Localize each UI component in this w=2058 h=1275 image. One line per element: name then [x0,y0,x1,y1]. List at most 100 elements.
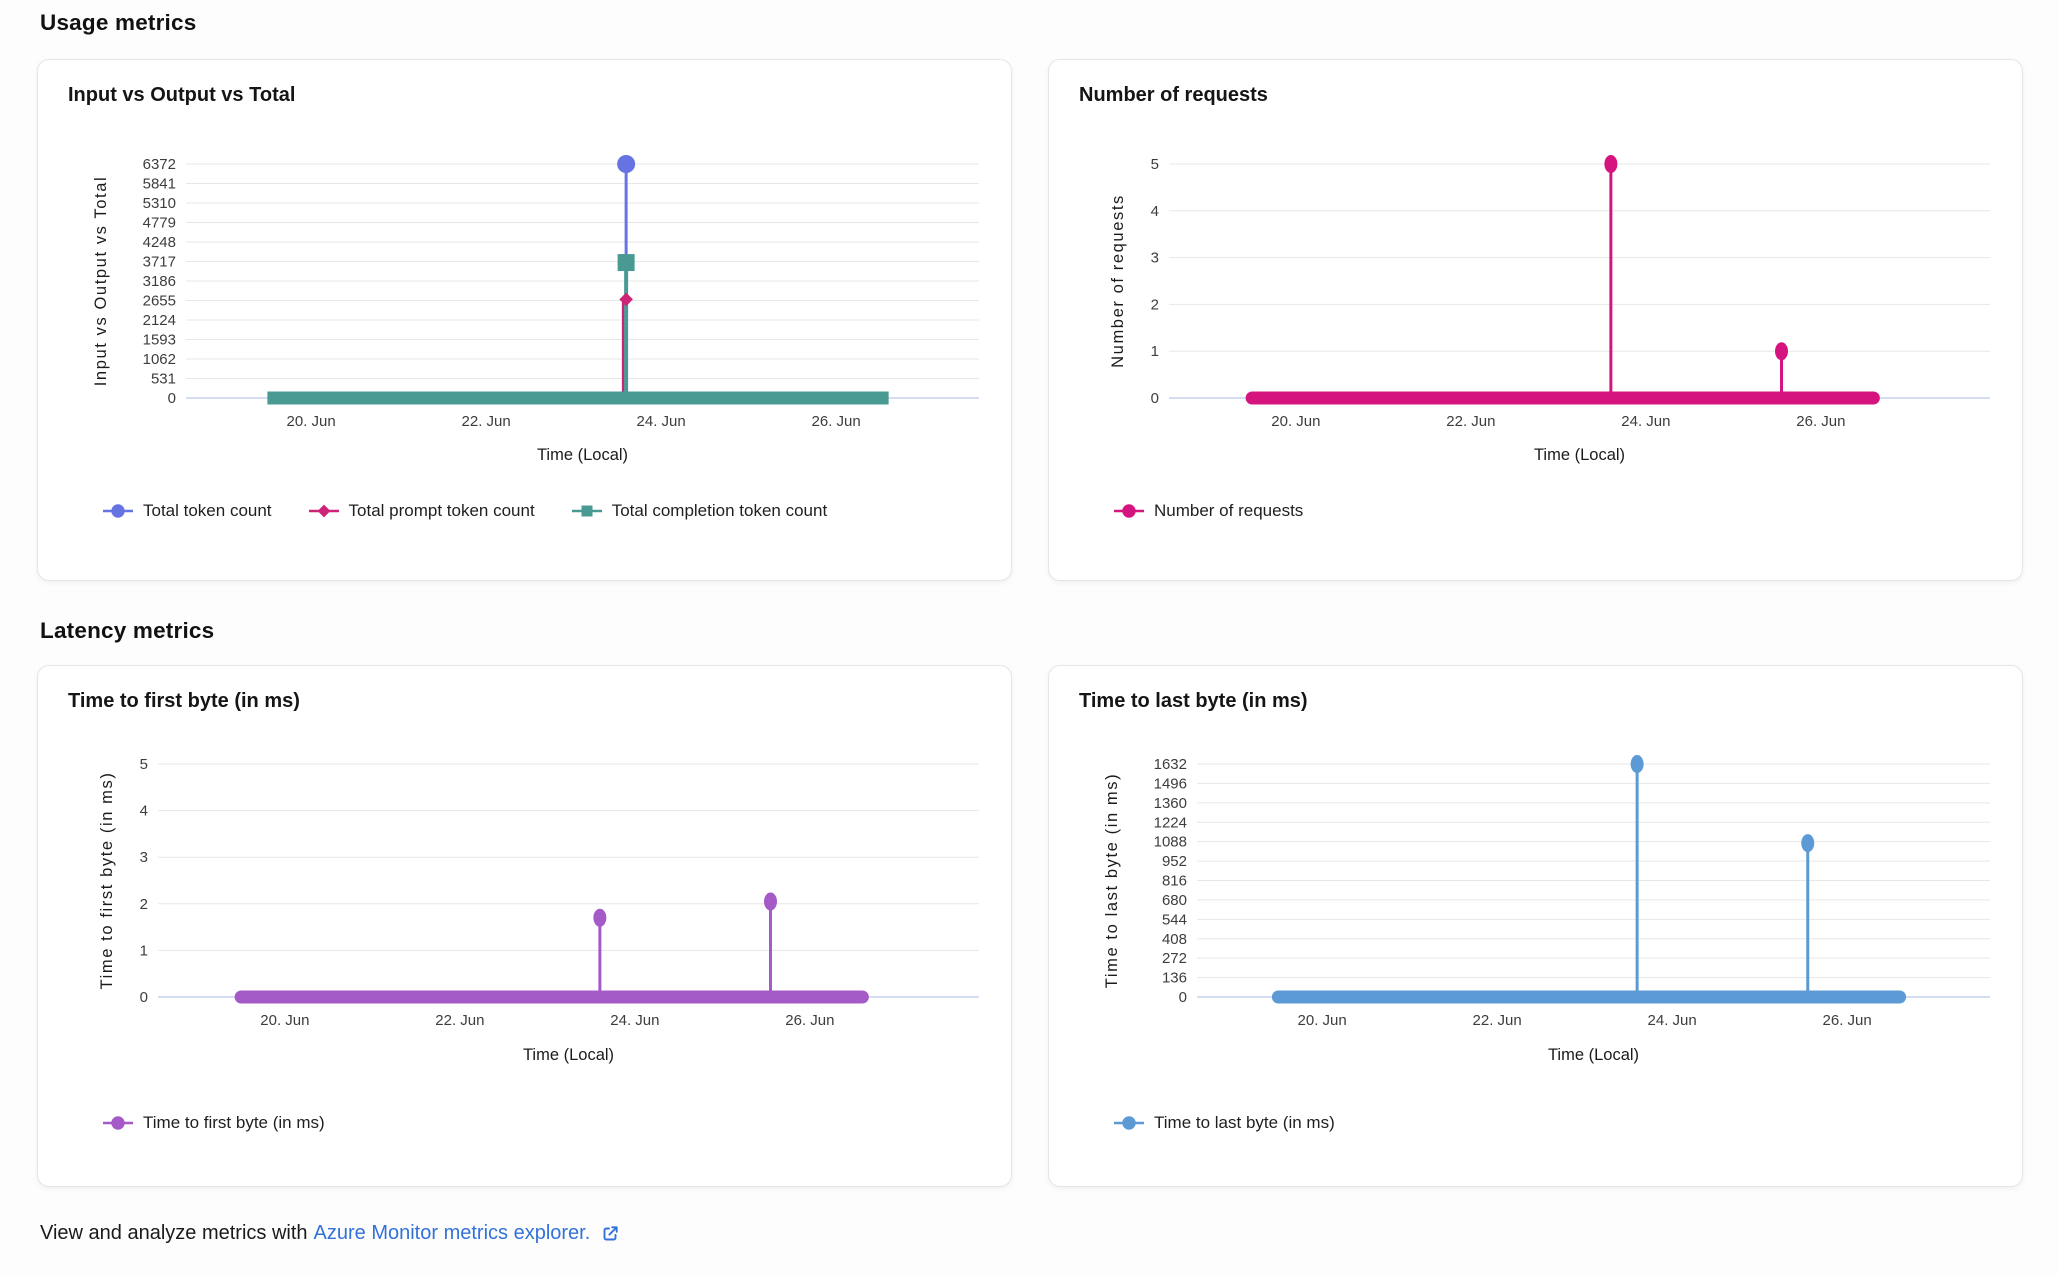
legend-item-label: Total token count [143,501,272,520]
chart-legend-input-output-total: Total token count Total prompt token coun… [102,501,827,521]
external-link-icon[interactable] [600,1223,621,1244]
svg-text:20. Jun: 20. Jun [1271,413,1320,430]
svg-text:22. Jun: 22. Jun [435,1012,484,1029]
svg-text:20. Jun: 20. Jun [287,413,336,430]
svg-text:0: 0 [1151,390,1159,407]
svg-text:26. Jun: 26. Jun [1796,413,1845,430]
chart-plot-input-output-total: 0 531 1062 1593 2124 2655 3186 3717 4248 4779 5310… [92,155,979,464]
svg-text:4248: 4248 [143,234,176,251]
svg-text:544: 544 [1162,911,1187,928]
svg-text:20. Jun: 20. Jun [1298,1012,1347,1029]
svg-text:136: 136 [1162,970,1187,987]
svg-text:26. Jun: 26. Jun [785,1012,834,1029]
legend-item[interactable]: Number of requests [1113,501,1303,521]
legend-item-label: Number of requests [1154,501,1304,520]
svg-text:408: 408 [1162,931,1187,948]
footer-note: View and analyze metrics with Azure Moni… [40,1222,621,1245]
legend-diamond-marker-icon [308,504,339,518]
legend-item-label: Total completion token count [611,501,828,520]
azure-monitor-metrics-explorer-link[interactable]: Azure Monitor metrics explorer. [313,1222,591,1244]
chart-plot-time-to-last-byte: 0 136 272 408 544 680 816 952 1088 1224 1360 1496 16… [1103,755,1990,1064]
circle-marker [764,892,777,911]
circle-marker [1604,155,1618,173]
svg-text:531: 531 [151,371,176,388]
footer-text: View and analyze metrics with [40,1222,308,1244]
svg-text:Time (Local): Time (Local) [537,446,628,464]
svg-text:Time (Local): Time (Local) [1534,446,1625,464]
legend-item-label: Total prompt token count [348,501,535,520]
chart-card-time-to-last-byte: Time to last byte (in ms) 0 136 272 408 544 6… [1048,665,2023,1187]
svg-text:2: 2 [140,896,148,913]
chart-card-number-of-requests: Number of requests 0 1 2 3 4 5 20. Jun 22. Jun 2… [1048,59,2023,581]
svg-text:3: 3 [1151,250,1159,267]
circle-marker [1630,755,1644,773]
legend-item[interactable]: Total token count [102,501,272,521]
svg-text:1632: 1632 [1154,756,1187,773]
legend-circle-marker-icon [1114,504,1144,518]
chart-title-input-output-total: Input vs Output vs Total [68,84,296,106]
legend-square-marker-icon [571,505,602,517]
svg-text:1224: 1224 [1154,814,1187,831]
svg-text:1360: 1360 [1154,795,1187,812]
svg-text:952: 952 [1162,853,1187,870]
circle-marker [1775,342,1788,361]
svg-text:5: 5 [140,756,148,773]
svg-text:22. Jun: 22. Jun [1473,1012,1522,1029]
legend-circle-marker-icon [103,1116,133,1130]
svg-text:Time (Local): Time (Local) [523,1046,614,1064]
svg-text:6372: 6372 [143,156,176,173]
svg-text:3717: 3717 [143,254,176,271]
chart-legend-number-of-requests: Number of requests [1113,501,1303,521]
legend-item[interactable]: Time to first byte (in ms) [102,1113,325,1133]
circle-marker [593,908,607,927]
chart-plot-time-to-first-byte: 0 1 2 3 4 5 20. Jun 22. Jun 24. Jun 26. Jun Time (… [98,756,979,1064]
chart-legend-time-to-first-byte: Time to first byte (in ms) [102,1113,325,1133]
svg-text:24. Jun: 24. Jun [637,413,686,430]
legend-item[interactable]: Time to last byte (in ms) [1113,1113,1335,1133]
svg-text:Time to first byte (in ms): Time to first byte (in ms) [98,772,116,990]
legend-item[interactable]: Total completion token count [571,501,827,521]
diamond-marker [619,292,633,307]
chart-title-number-of-requests: Number of requests [1079,84,1268,106]
svg-text:1593: 1593 [143,332,176,349]
svg-text:0: 0 [140,989,148,1006]
svg-text:1088: 1088 [1154,834,1187,851]
section-heading-latency: Latency metrics [40,618,215,643]
svg-text:5841: 5841 [143,176,176,193]
chart-title-time-to-first-byte: Time to first byte (in ms) [68,690,300,712]
svg-text:3: 3 [140,849,148,866]
svg-text:2655: 2655 [143,293,176,310]
svg-text:26. Jun: 26. Jun [1823,1012,1872,1029]
svg-text:5: 5 [1151,156,1159,173]
svg-text:1062: 1062 [143,351,176,368]
legend-circle-marker-icon [103,504,133,518]
legend-item[interactable]: Total prompt token count [308,501,535,521]
circle-marker [617,155,636,173]
chart-card-time-to-first-byte: Time to first byte (in ms) 0 1 2 3 4 5 20. Jun… [37,665,1012,1187]
svg-text:Number of requests: Number of requests [1109,194,1127,368]
svg-text:1496: 1496 [1154,775,1187,792]
svg-text:Time to last byte (in ms): Time to last byte (in ms) [1103,773,1121,988]
legend-circle-marker-icon [1114,1116,1144,1130]
svg-text:4779: 4779 [143,215,176,232]
legend-item-label: Time to last byte (in ms) [1154,1113,1335,1132]
chart-card-input-output-total: Input vs Output vs Total 0 531 1062 1593 212… [37,59,1012,581]
svg-text:4: 4 [1151,203,1159,220]
chart-plot-number-of-requests: 0 1 2 3 4 5 20. Jun 22. Jun 24. Jun 26. Jun Time (… [1109,155,1990,464]
svg-text:2: 2 [1151,296,1159,313]
svg-text:24. Jun: 24. Jun [1648,1012,1697,1029]
svg-text:4: 4 [140,803,148,820]
svg-text:20. Jun: 20. Jun [260,1012,309,1029]
svg-text:2124: 2124 [143,312,176,329]
svg-text:3186: 3186 [143,273,176,290]
chart-legend-time-to-last-byte: Time to last byte (in ms) [1113,1113,1335,1133]
legend-item-label: Time to first byte (in ms) [143,1113,325,1132]
svg-text:Input vs Output vs Total: Input vs Output vs Total [92,176,110,387]
svg-text:0: 0 [168,390,176,407]
svg-text:0: 0 [1179,989,1187,1006]
chart-title-time-to-last-byte: Time to last byte (in ms) [1079,690,1308,712]
section-heading-usage: Usage metrics [40,10,197,35]
svg-text:5310: 5310 [143,195,176,212]
svg-text:816: 816 [1162,873,1187,890]
svg-text:24. Jun: 24. Jun [610,1012,659,1029]
